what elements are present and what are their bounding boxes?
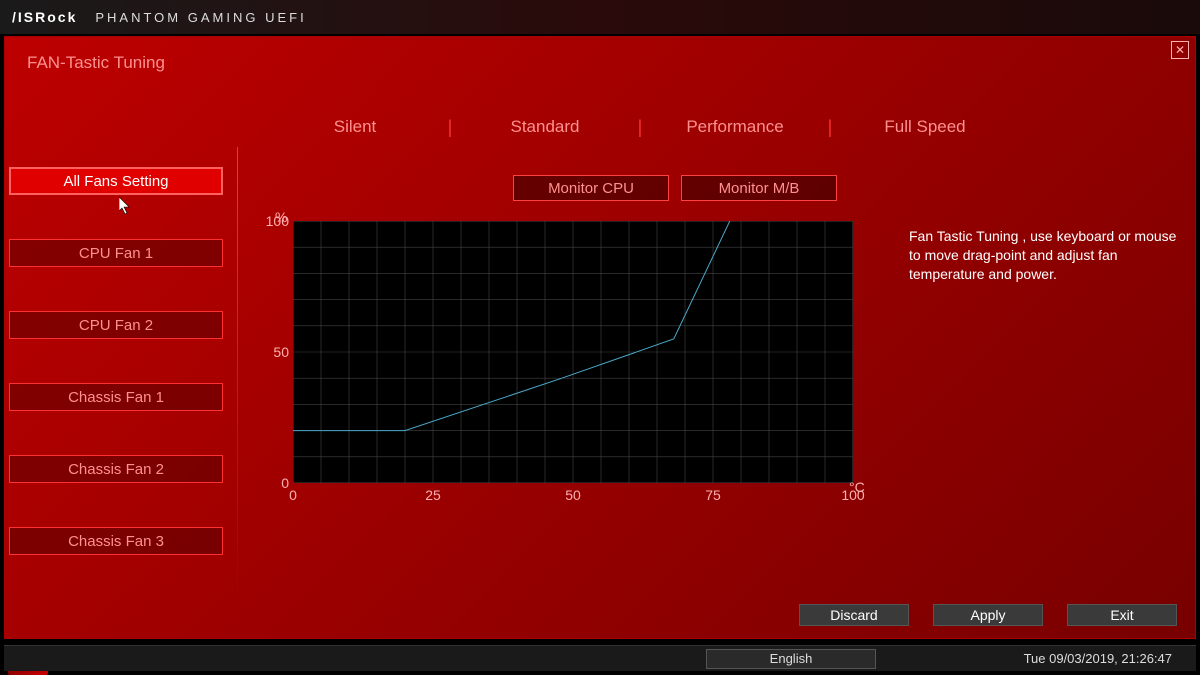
brand-logo: /ISRock: [12, 9, 77, 25]
monitor-row: Monitor CPU Monitor M/B: [513, 175, 837, 201]
x-tick-label: 0: [273, 487, 313, 503]
close-icon[interactable]: ✕: [1171, 41, 1189, 59]
fan-sidebar: All Fans Setting CPU Fan 1 CPU Fan 2 Cha…: [9, 167, 223, 599]
sidebar-item-cpu-fan-1[interactable]: CPU Fan 1: [9, 239, 223, 267]
apply-button[interactable]: Apply: [933, 604, 1043, 626]
preset-performance[interactable]: Performance: [645, 117, 825, 138]
brand-subtitle: PHANTOM GAMING UEFI: [95, 10, 306, 25]
preset-standard[interactable]: Standard: [455, 117, 635, 138]
x-tick-label: 75: [693, 487, 733, 503]
discard-button[interactable]: Discard: [799, 604, 909, 626]
sidebar-item-chassis-fan-3[interactable]: Chassis Fan 3: [9, 527, 223, 555]
sidebar-item-cpu-fan-2[interactable]: CPU Fan 2: [9, 311, 223, 339]
preset-silent[interactable]: Silent: [265, 117, 445, 138]
action-row: Discard Apply Exit: [799, 604, 1177, 626]
exit-button[interactable]: Exit: [1067, 604, 1177, 626]
sidebar-item-all-fans[interactable]: All Fans Setting: [9, 167, 223, 195]
chart-svg[interactable]: [293, 221, 853, 483]
preset-row: Silent | Standard | Performance | Full S…: [265, 117, 1015, 138]
monitor-cpu-button[interactable]: Monitor CPU: [513, 175, 669, 201]
y-tick-label: 100: [259, 213, 289, 229]
main-panel: ✕ FAN-Tastic Tuning Silent | Standard | …: [4, 36, 1196, 639]
x-tick-label: 50: [553, 487, 593, 503]
preset-fullspeed[interactable]: Full Speed: [835, 117, 1015, 138]
sidebar-item-chassis-fan-1[interactable]: Chassis Fan 1: [9, 383, 223, 411]
language-selector[interactable]: English: [706, 649, 876, 669]
page-title: FAN-Tastic Tuning: [5, 37, 1195, 73]
bios-header: /ISRock PHANTOM GAMING UEFI: [0, 0, 1200, 34]
vertical-divider: [237, 147, 238, 618]
x-tick-label: 100: [833, 487, 873, 503]
monitor-mb-button[interactable]: Monitor M/B: [681, 175, 837, 201]
help-text: Fan Tastic Tuning , use keyboard or mous…: [909, 227, 1179, 284]
footer-bar: English Tue 09/03/2019, 21:26:47: [4, 645, 1196, 671]
y-tick-label: 50: [259, 344, 289, 360]
sidebar-item-chassis-fan-2[interactable]: Chassis Fan 2: [9, 455, 223, 483]
x-tick-label: 25: [413, 487, 453, 503]
datetime-display: Tue 09/03/2019, 21:26:47: [1024, 651, 1172, 666]
